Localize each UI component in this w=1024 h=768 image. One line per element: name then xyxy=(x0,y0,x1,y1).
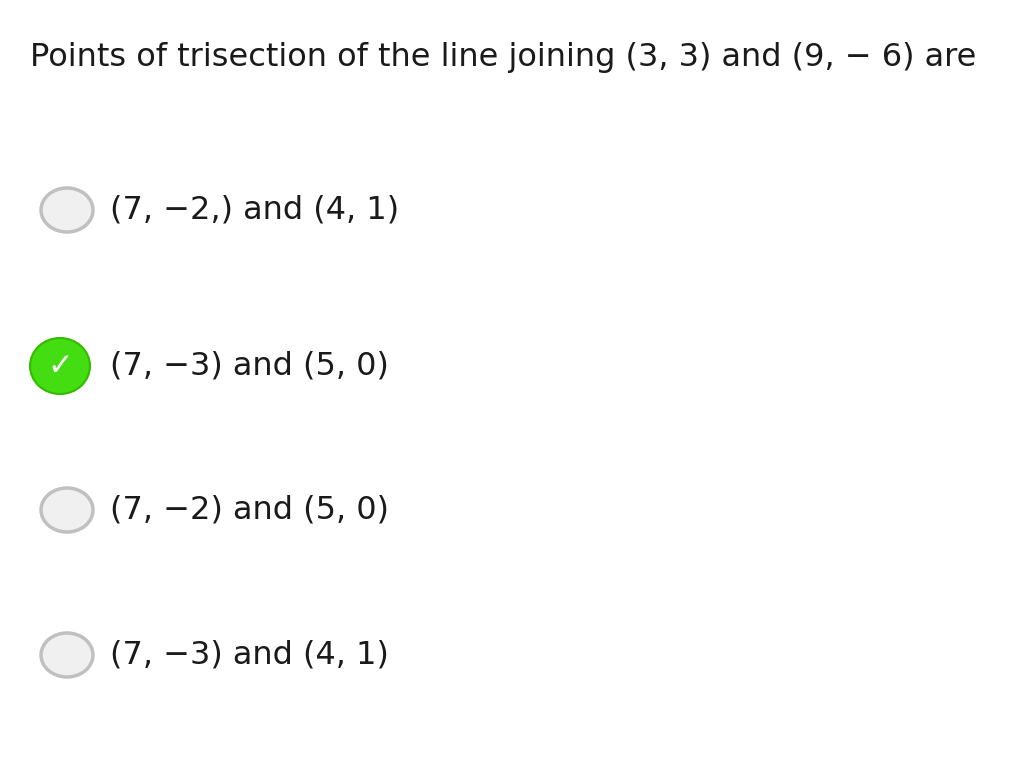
Ellipse shape xyxy=(41,488,93,532)
Text: (7, −3) and (4, 1): (7, −3) and (4, 1) xyxy=(110,640,389,670)
Text: ✓: ✓ xyxy=(47,352,73,380)
Ellipse shape xyxy=(30,338,90,394)
Ellipse shape xyxy=(41,188,93,232)
Text: (7, −3) and (5, 0): (7, −3) and (5, 0) xyxy=(110,350,389,382)
Text: Points of trisection of the line joining (3, 3) and (9, − 6) are: Points of trisection of the line joining… xyxy=(30,42,976,73)
Text: (7, −2,) and (4, 1): (7, −2,) and (4, 1) xyxy=(110,194,399,226)
Ellipse shape xyxy=(41,633,93,677)
Text: (7, −2) and (5, 0): (7, −2) and (5, 0) xyxy=(110,495,389,525)
